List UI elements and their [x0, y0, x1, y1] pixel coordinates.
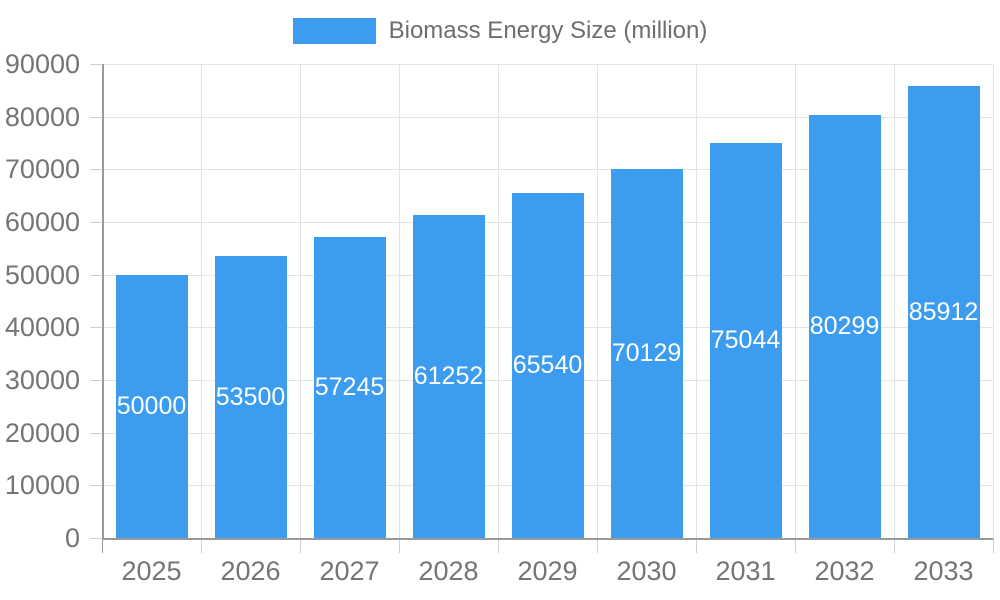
x-gridline	[894, 64, 895, 538]
bar-value-label: 80299	[809, 312, 880, 340]
y-gridline	[102, 169, 993, 170]
x-tick-label: 2033	[913, 556, 974, 586]
y-tick-label: 90000	[4, 49, 80, 79]
y-tick-label: 0	[64, 523, 80, 553]
x-tick	[102, 538, 103, 553]
legend-label: Biomass Energy Size (million)	[388, 17, 708, 44]
y-tick	[90, 64, 102, 65]
x-gridline	[498, 64, 499, 538]
bar[interactable]: 65540	[511, 193, 584, 538]
x-tick-label: 2031	[715, 556, 776, 586]
y-gridline	[102, 117, 993, 118]
x-gridline	[795, 64, 796, 538]
x-gridline	[300, 64, 301, 538]
bar[interactable]: 70129	[610, 169, 683, 538]
legend-swatch	[292, 18, 376, 44]
bar-value-label: 50000	[116, 392, 187, 420]
bar[interactable]: 85912	[907, 86, 980, 538]
bar-value-label: 65540	[512, 351, 583, 379]
x-tick	[894, 538, 895, 553]
y-tick	[90, 169, 102, 170]
x-tick-label: 2026	[220, 556, 281, 586]
x-tick-label: 2027	[319, 556, 380, 586]
y-tick	[90, 485, 102, 486]
y-tick	[90, 327, 102, 328]
y-tick	[90, 433, 102, 434]
x-gridline	[201, 64, 202, 538]
y-tick-label: 70000	[4, 154, 80, 184]
bar[interactable]: 53500	[214, 256, 287, 538]
x-tick-label: 2028	[418, 556, 479, 586]
y-tick	[90, 117, 102, 118]
x-tick	[597, 538, 598, 553]
y-tick-label: 10000	[4, 470, 80, 500]
y-tick-label: 80000	[4, 102, 80, 132]
y-tick	[90, 275, 102, 276]
x-tick	[795, 538, 796, 553]
bar[interactable]: 75044	[709, 143, 782, 538]
x-tick-label: 2025	[121, 556, 182, 586]
x-gridline	[696, 64, 697, 538]
bar[interactable]: 57245	[313, 237, 386, 538]
y-tick	[90, 380, 102, 381]
y-tick-label: 60000	[4, 207, 80, 237]
x-tick	[696, 538, 697, 553]
bar-value-label: 57245	[314, 373, 385, 401]
x-tick-label: 2032	[814, 556, 875, 586]
y-gridline	[102, 64, 993, 65]
y-tick-label: 20000	[4, 418, 80, 448]
bar-value-label: 53500	[215, 382, 286, 411]
bar[interactable]: 50000	[115, 275, 188, 538]
x-gridline	[399, 64, 400, 538]
bar-value-label: 70129	[611, 339, 682, 367]
x-axis-line	[102, 538, 993, 540]
x-tick	[201, 538, 202, 553]
legend[interactable]: Biomass Energy Size (million)	[0, 17, 1000, 45]
x-tick-label: 2029	[517, 556, 578, 586]
y-tick-label: 50000	[4, 260, 80, 290]
x-tick	[498, 538, 499, 553]
bar-value-label: 61252	[413, 362, 484, 390]
x-tick	[399, 538, 400, 553]
bar[interactable]: 80299	[808, 115, 881, 538]
y-tick-label: 30000	[4, 365, 80, 395]
x-tick-label: 2030	[616, 556, 677, 586]
bar[interactable]: 61252	[412, 215, 485, 538]
y-tick	[90, 222, 102, 223]
y-axis-line	[102, 64, 104, 538]
y-tick-label: 40000	[4, 312, 80, 342]
bar-value-label: 85912	[908, 297, 979, 326]
y-tick	[90, 538, 102, 539]
x-gridline	[993, 64, 994, 538]
x-tick	[993, 538, 994, 553]
x-tick	[300, 538, 301, 553]
x-gridline	[597, 64, 598, 538]
bar-value-label: 75044	[710, 326, 781, 354]
